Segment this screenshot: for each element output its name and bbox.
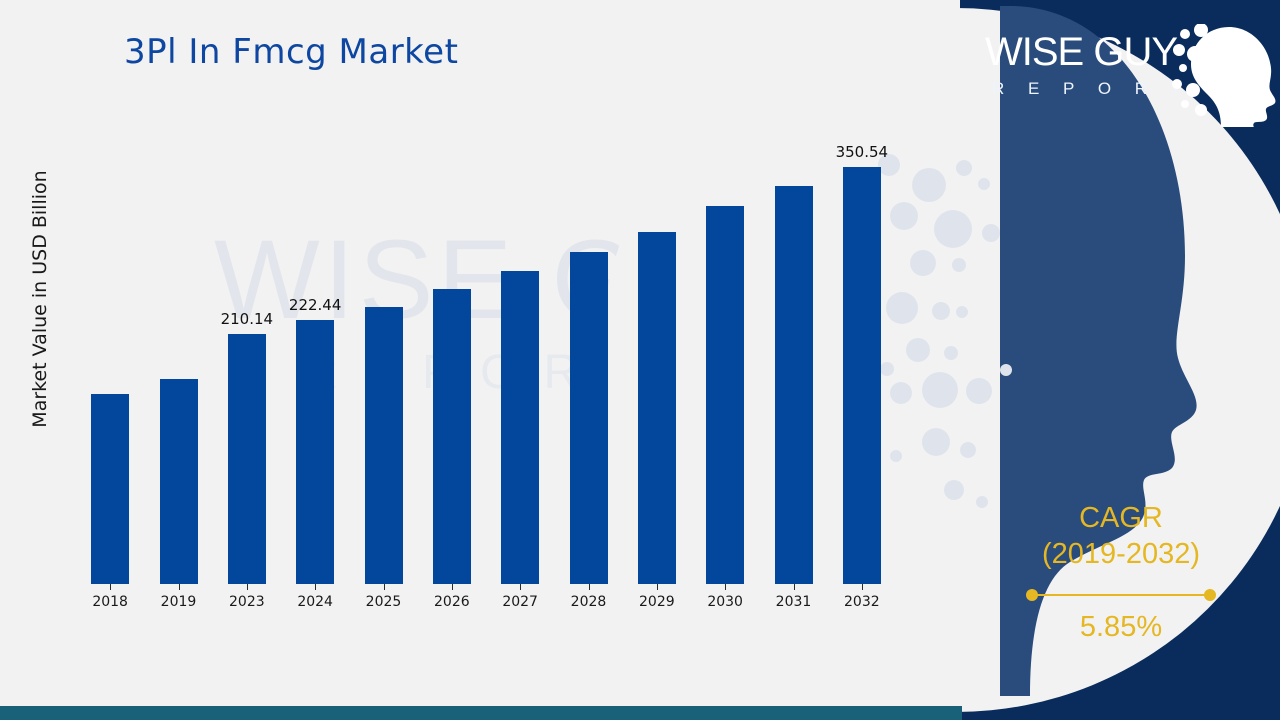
cagr-divider — [1026, 588, 1216, 601]
logo[interactable]: WISE GUY R E P O R T S — [985, 24, 1276, 127]
bar-column: 2028 — [569, 130, 608, 610]
bar-column: 2029 — [637, 130, 676, 610]
x-axis-tick — [110, 584, 112, 590]
bar-column: 210.14 2023 — [221, 130, 274, 610]
bar — [706, 206, 745, 584]
x-axis-tick-label: 2032 — [844, 594, 880, 610]
x-axis-tick-label: 2025 — [365, 594, 402, 610]
bar-column: 2030 — [706, 130, 745, 610]
bar — [569, 252, 608, 584]
x-axis-tick — [588, 584, 590, 590]
bar-column: 2025 — [364, 130, 403, 610]
x-axis-tick — [861, 584, 863, 590]
bar-value-label: 210.14 — [220, 310, 274, 328]
bar-column: 222.44 2024 — [289, 130, 342, 610]
x-axis-tick-label: 2031 — [775, 594, 812, 610]
bar-series: 2018 2019 210.14 2023 222.44 2024 2025 2026 2027… — [76, 130, 896, 610]
chart-plot-area: Market Value in USD Billion 2018 2019 210.… — [29, 130, 896, 610]
bar — [432, 289, 471, 584]
bar — [774, 186, 813, 584]
bar — [364, 307, 403, 584]
x-axis-tick — [451, 584, 453, 590]
bar — [227, 334, 266, 584]
bar — [91, 394, 130, 584]
x-axis-tick-label: 2023 — [229, 594, 265, 610]
cagr-label-line2: (2019-2032) — [1042, 538, 1200, 571]
bar — [501, 271, 540, 584]
bar-column: 2027 — [501, 130, 540, 610]
x-axis-tick — [383, 584, 385, 590]
logo-tagline-text: R E P O R T S — [992, 79, 1226, 98]
bar-column: 350.54 2032 — [836, 130, 889, 610]
page-title: 3Pl In Fmcg Market — [124, 32, 459, 72]
x-axis-tick-label: 2029 — [639, 594, 675, 610]
x-axis-tick-label: 2018 — [92, 594, 128, 610]
x-axis-tick — [793, 584, 795, 590]
cagr-value: 5.85% — [1079, 610, 1163, 643]
bar — [637, 232, 676, 584]
logo-brand-text: WISE GUY — [985, 30, 1178, 74]
bar-value-label: 350.54 — [835, 143, 889, 161]
bar — [296, 320, 335, 584]
y-axis-label: Market Value in USD Billion — [29, 170, 51, 428]
bar-column: 2026 — [432, 130, 471, 610]
x-axis-tick — [246, 584, 248, 590]
x-axis-tick-label: 2030 — [707, 594, 743, 610]
bar-column: 2031 — [774, 130, 813, 610]
bar-column: 2019 — [159, 130, 198, 610]
cagr-block: CAGR (2019-2032) 5.85% — [962, 500, 1280, 644]
bar-column: 2018 — [91, 130, 130, 610]
bottom-accent-strip — [0, 706, 962, 720]
x-axis-tick — [315, 584, 317, 590]
x-axis-tick — [725, 584, 727, 590]
x-axis-tick-label: 2024 — [297, 594, 333, 610]
bar — [842, 167, 881, 584]
x-axis-tick-label: 2027 — [502, 594, 538, 610]
cagr-divider-dot-left — [1026, 588, 1038, 601]
x-axis-tick-label: 2019 — [160, 594, 197, 610]
bar — [159, 379, 198, 584]
x-axis-tick-label: 2026 — [434, 594, 470, 610]
cagr-divider-line — [1032, 593, 1210, 596]
cagr-label-line1: CAGR — [1079, 502, 1163, 534]
x-axis-tick — [520, 584, 522, 590]
head-silhouette-decoration — [1000, 6, 1197, 696]
x-axis-tick — [178, 584, 180, 590]
cagr-divider-dot-right — [1204, 588, 1216, 601]
x-axis-tick-label: 2028 — [570, 594, 607, 610]
bar-value-label: 222.44 — [288, 296, 342, 314]
head-profile-icon — [1172, 24, 1276, 127]
x-axis-tick — [656, 584, 658, 590]
